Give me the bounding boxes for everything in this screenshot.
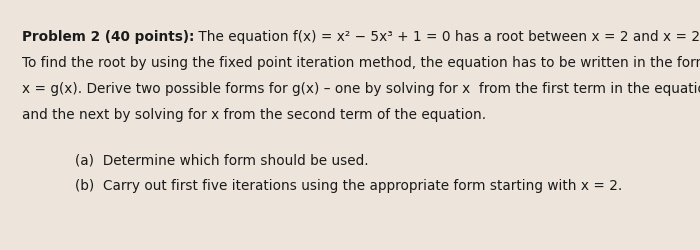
Text: Problem 2 (40 points):: Problem 2 (40 points): — [22, 30, 195, 44]
Text: and the next by solving for x from the second term of the equation.: and the next by solving for x from the s… — [22, 108, 486, 122]
Text: x = g(x). Derive two possible forms for g(x) – one by solving for x  from the fi: x = g(x). Derive two possible forms for … — [22, 82, 700, 96]
Text: The equation f(x) = x² − 5x³ + 1 = 0 has a root between x = 2 and x = 2.5.: The equation f(x) = x² − 5x³ + 1 = 0 has… — [195, 30, 700, 44]
Text: (b)  Carry out first five iterations using the appropriate form starting with x : (b) Carry out first five iterations usin… — [75, 179, 622, 193]
Text: (a)  Determine which form should be used.: (a) Determine which form should be used. — [75, 153, 369, 167]
Text: To find the root by using the fixed point iteration method, the equation has to : To find the root by using the fixed poin… — [22, 56, 700, 70]
